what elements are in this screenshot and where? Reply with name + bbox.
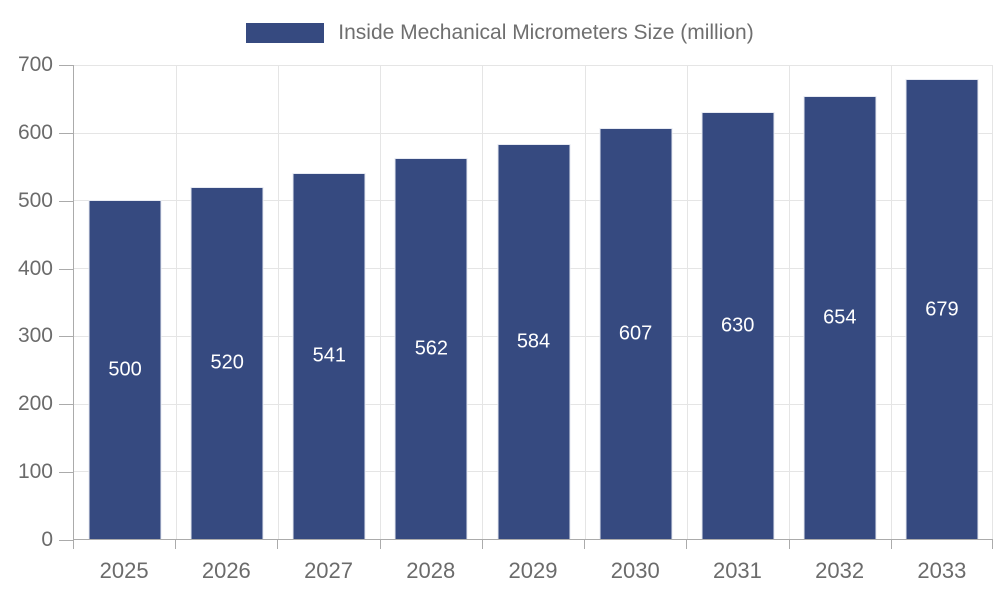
gridline-vertical [584,65,586,539]
bar[interactable]: 500 [88,200,162,539]
gridline-vertical [686,65,688,539]
gridline-horizontal [74,132,993,134]
y-tick [59,404,73,406]
x-tick [379,540,381,549]
x-axis-label: 2027 [304,558,354,583]
bar-value-label: 520 [210,351,244,374]
legend-item[interactable]: Inside Mechanical Micrometers Size (mill… [0,21,1000,45]
plot-area: 500 520 541 562 584 607 630 654 679 [73,65,993,540]
bar-value-label: 654 [823,306,857,329]
bar[interactable]: 562 [394,158,468,539]
y-tick [59,336,73,338]
x-tick [890,540,892,549]
bar-value-label: 607 [618,322,653,345]
x-axis-label: 2026 [201,558,251,583]
x-axis: 2025 2026 2027 2028 2029 2030 2031 2032 2033 [73,540,993,600]
y-tick [59,268,73,270]
gridline-vertical [992,65,993,539]
bar-value-label: 630 [721,314,755,337]
bar[interactable]: 541 [292,172,366,539]
legend-label: Inside Mechanical Micrometers Size (mill… [338,21,754,44]
y-axis-label: 400 [17,256,53,280]
bar[interactable]: 654 [803,96,877,539]
x-tick [175,540,177,549]
y-tick [59,200,73,202]
x-tick [481,540,483,549]
x-axis-label: 2033 [917,558,967,583]
x-tick [992,540,993,549]
gridline-vertical [788,65,790,539]
y-axis: 0 100 200 300 400 500 600 700 [0,54,73,551]
x-tick [788,540,790,549]
gridline-vertical [482,65,484,539]
gridline-vertical [278,65,280,539]
y-axis-label: 700 [17,53,53,76]
bar[interactable]: 679 [905,79,979,539]
y-axis-label: 300 [17,324,53,348]
bar-value-label: 584 [516,330,551,353]
y-tick [59,540,73,541]
legend-swatch-icon [246,23,325,43]
x-tick [584,540,586,549]
y-axis-label: 0 [41,528,53,551]
y-axis-label: 600 [17,120,53,144]
bar-value-label: 541 [312,344,346,367]
y-axis-label: 500 [17,188,53,212]
gridline-vertical [176,65,178,539]
y-tick [59,65,73,66]
bar[interactable]: 607 [599,127,673,539]
y-tick [59,132,73,134]
bar-value-label: 500 [108,358,142,381]
x-axis-label: 2031 [712,558,762,583]
bar-value-label: 562 [414,337,449,360]
x-axis-label: 2028 [406,558,456,583]
x-axis-label: 2025 [99,558,149,583]
x-tick [686,540,688,549]
gridline-horizontal [74,65,993,66]
bar[interactable]: 584 [497,143,570,539]
x-axis-label: 2029 [508,558,558,583]
bar[interactable]: 520 [190,186,264,539]
x-axis-label: 2032 [815,558,865,583]
gridline-vertical [380,65,382,539]
x-axis-label: 2030 [610,558,660,583]
gridline-vertical [890,65,892,539]
bar[interactable]: 630 [701,112,775,539]
x-tick [73,540,74,549]
y-axis-label: 100 [17,460,53,484]
bar-value-label: 679 [925,298,959,321]
y-axis-label: 200 [17,392,53,416]
x-tick [277,540,279,549]
y-tick [59,472,73,474]
